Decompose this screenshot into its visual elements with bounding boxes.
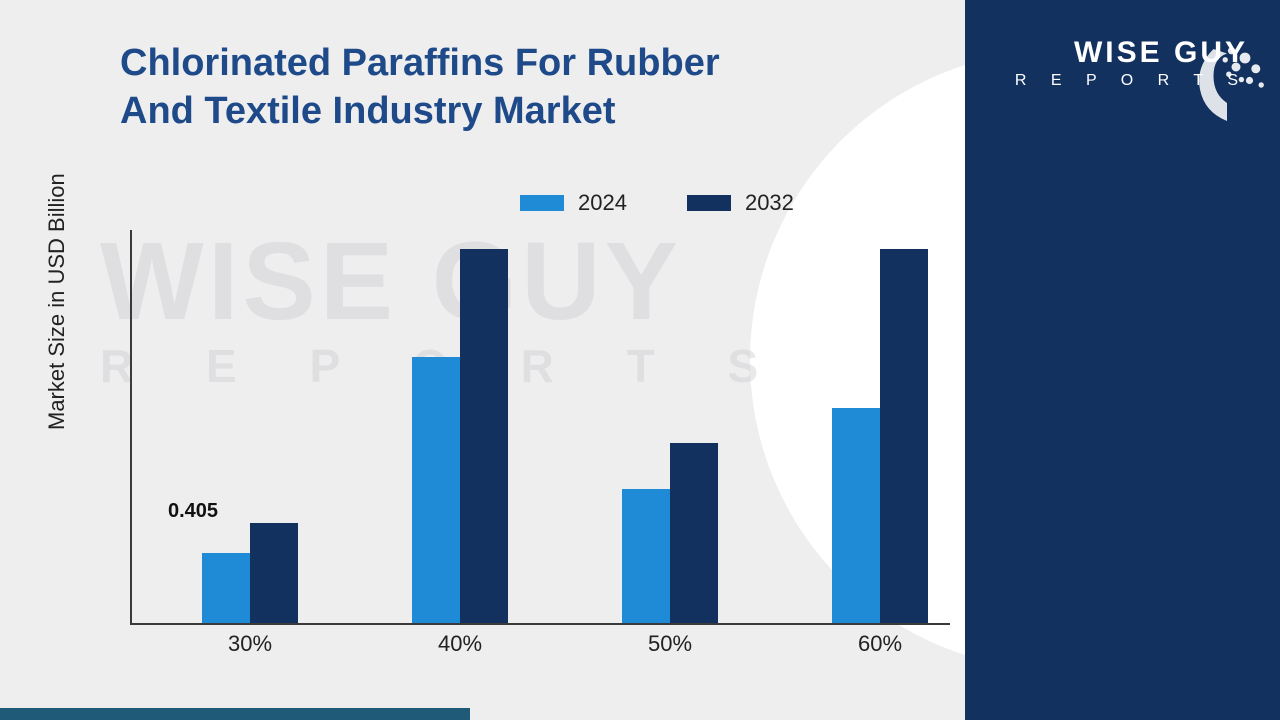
value-label: 0.405 — [168, 500, 218, 523]
brand-line-2: R E P O R T S — [1015, 72, 1248, 90]
y-axis-label: Market Size in USD Billion — [44, 173, 70, 430]
legend: 2024 2032 — [520, 190, 794, 216]
bar-group: 30% — [202, 523, 298, 623]
bar-2032 — [250, 523, 298, 623]
legend-item-2024: 2024 — [520, 190, 627, 216]
bar-2032 — [880, 249, 928, 623]
brand-line-1: WISE GUY — [1015, 36, 1248, 70]
legend-label-2024: 2024 — [578, 190, 627, 216]
x-tick-label: 60% — [820, 631, 940, 657]
legend-swatch-2032 — [687, 195, 731, 211]
bar-2024 — [202, 553, 250, 623]
bottom-accent-bar — [0, 708, 470, 720]
bar-group: 40% — [412, 249, 508, 623]
bar-2024 — [832, 408, 880, 623]
legend-swatch-2024 — [520, 195, 564, 211]
bar-group: 50% — [622, 443, 718, 623]
bar-chart: 30% 40% 50% 60% 0.405 — [130, 230, 950, 625]
bar-group: 60% — [832, 249, 928, 623]
x-tick-label: 30% — [190, 631, 310, 657]
legend-item-2032: 2032 — [687, 190, 794, 216]
bar-2032 — [460, 249, 508, 623]
chart-title: Chlorinated Paraffins For Rubber And Tex… — [120, 40, 760, 135]
x-tick-label: 50% — [610, 631, 730, 657]
legend-label-2032: 2032 — [745, 190, 794, 216]
bar-2032 — [670, 443, 718, 623]
bar-2024 — [622, 489, 670, 623]
brand-logo: WISE GUY R E P O R T S — [1015, 36, 1248, 90]
x-tick-label: 40% — [400, 631, 520, 657]
chart-card: WISE GUY R E P O R T S WISE GUY R E P O … — [0, 0, 1280, 720]
bar-2024 — [412, 357, 460, 623]
